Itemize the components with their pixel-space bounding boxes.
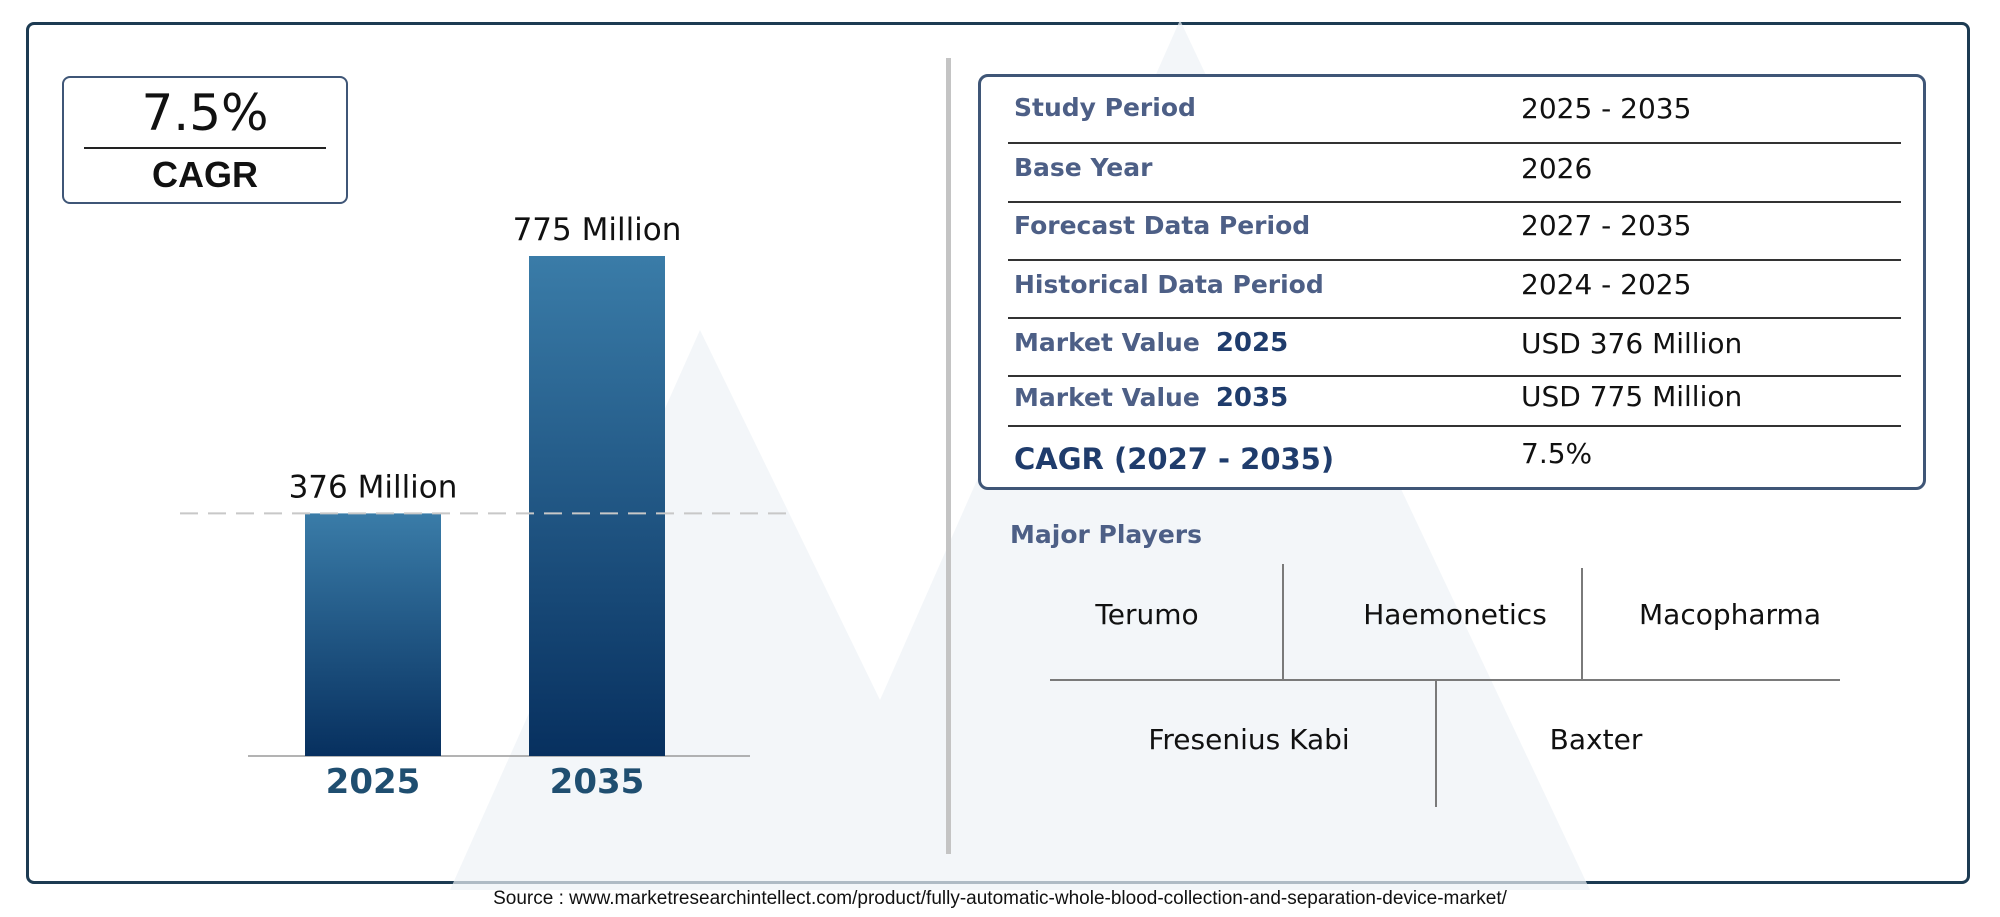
- x-tick-label-2025: 2025: [326, 762, 421, 802]
- player-divider: [1581, 568, 1583, 679]
- row-divider: [1008, 317, 1901, 319]
- row-label-market-value-2025: Market Value 2025: [1014, 328, 1288, 358]
- player-baxter: Baxter: [1549, 723, 1643, 756]
- row-label-historical-period: Historical Data Period: [1014, 270, 1324, 299]
- market-value-label: Market Value: [1014, 383, 1200, 412]
- bar-2025: [305, 513, 441, 756]
- cagr-summary-box: 7.5% CAGR: [62, 76, 348, 204]
- row-divider: [1008, 259, 1901, 261]
- row-value-base-year: 2026: [1521, 152, 1593, 185]
- row-label-base-year: Base Year: [1014, 153, 1153, 182]
- market-value-year: 2035: [1215, 383, 1289, 413]
- row-label-cagr: CAGR (2027 - 2035): [1014, 442, 1335, 476]
- player-fresenius-kabi: Fresenius Kabi: [1148, 723, 1350, 756]
- row-value-historical-period: 2024 - 2025: [1521, 268, 1692, 301]
- market-value-label: Market Value: [1014, 328, 1200, 357]
- player-divider: [1050, 679, 1840, 681]
- market-value-year: 2025: [1215, 328, 1289, 358]
- x-tick-label-2035: 2035: [550, 762, 645, 802]
- source-citation: Source : www.marketresearchintellect.com…: [493, 888, 1507, 909]
- player-divider: [1435, 681, 1437, 807]
- row-value-market-value-2035: USD 775 Million: [1521, 380, 1743, 413]
- player-terumo: Terumo: [1095, 598, 1199, 631]
- data-label-2035: 775 Million: [513, 212, 682, 248]
- row-value-cagr: 7.5%: [1521, 437, 1593, 470]
- player-haemonetics: Haemonetics: [1363, 598, 1547, 631]
- player-macopharma: Macopharma: [1639, 598, 1821, 631]
- bar-2035: [529, 256, 665, 756]
- row-divider: [1008, 375, 1901, 377]
- row-divider: [1008, 201, 1901, 203]
- cagr-label: CAGR: [152, 154, 258, 195]
- major-players-heading: Major Players: [1010, 520, 1202, 549]
- row-label-market-value-2035: Market Value 2035: [1014, 383, 1288, 413]
- row-divider: [1008, 142, 1901, 144]
- cagr-value: 7.5%: [141, 84, 269, 142]
- section-divider: [946, 58, 951, 854]
- row-divider: [1008, 425, 1901, 427]
- row-value-market-value-2025: USD 376 Million: [1521, 327, 1743, 360]
- data-label-2025: 376 Million: [289, 469, 458, 505]
- cagr-divider: [84, 147, 326, 149]
- market-info-table: Study Period 2025 - 2035 Base Year 2026 …: [978, 74, 1926, 490]
- row-value-forecast-period: 2027 - 2035: [1521, 209, 1692, 242]
- row-label-study-period: Study Period: [1014, 93, 1196, 122]
- player-divider: [1282, 564, 1284, 679]
- row-label-forecast-period: Forecast Data Period: [1014, 211, 1311, 240]
- row-value-study-period: 2025 - 2035: [1521, 92, 1692, 125]
